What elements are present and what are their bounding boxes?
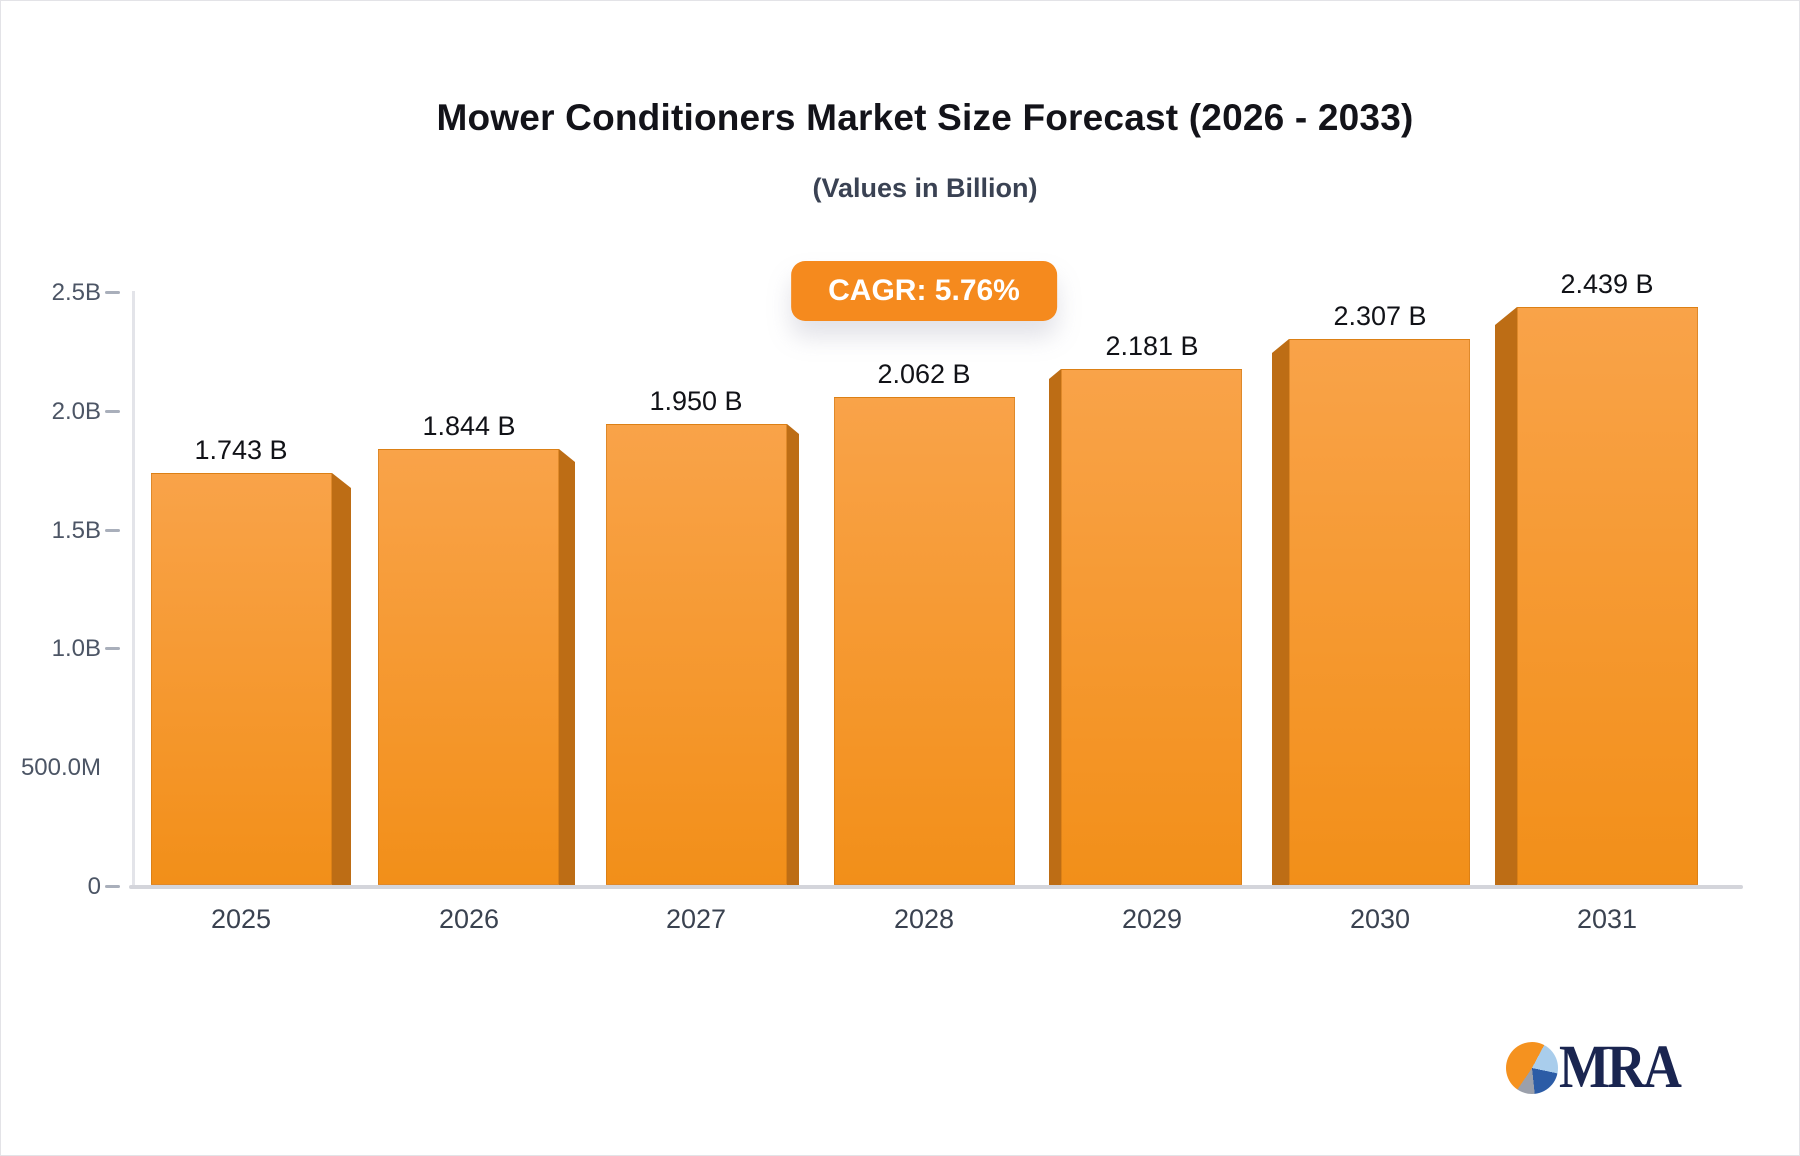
y-axis-tick-label: 1.5B: [51, 517, 101, 544]
y-axis-line: [132, 291, 135, 887]
chart-subtitle: (Values in Billion): [812, 173, 1038, 203]
bar-value-label: 1.743 B: [194, 435, 288, 465]
x-axis-label: 2025: [210, 904, 272, 934]
y-axis-tick-mark: [105, 529, 120, 532]
bar-2027: [606, 424, 787, 885]
pie-chart-logo-icon: [1506, 1042, 1558, 1094]
chart-title: Mower Conditioners Market Size Forecast …: [436, 97, 1414, 138]
logo-text: MRA: [1559, 1034, 1682, 1101]
y-axis-tick-label: 500.0M: [20, 754, 101, 781]
bar-side-3d: [1495, 307, 1517, 885]
y-axis-tick-label: 2.0B: [51, 398, 101, 425]
y-axis-tick-label: 2.5B: [51, 279, 101, 306]
y-axis-tick-mark: [105, 291, 120, 294]
y-axis-tick-mark: [105, 885, 120, 888]
bar-side-3d: [559, 449, 575, 885]
bar-side-3d: [332, 473, 351, 885]
bar-value-label: 2.062 B: [877, 359, 971, 389]
bar-value-label: 1.844 B: [422, 411, 516, 441]
bar-value-label: 2.439 B: [1560, 269, 1654, 299]
bar-2031: [1517, 307, 1698, 885]
bar-value-label: 2.181 B: [1105, 331, 1199, 361]
bar-2028: [834, 397, 1015, 885]
bar-2029: [1061, 369, 1242, 885]
x-axis-label: 2031: [1576, 904, 1638, 934]
x-axis-label: 2027: [665, 904, 727, 934]
bar-2026: [378, 449, 559, 885]
bar-side-3d: [1049, 369, 1061, 885]
bar-side-3d: [1272, 339, 1289, 885]
bar-2030: [1289, 339, 1470, 885]
x-axis-label: 2029: [1121, 904, 1183, 934]
bar-2025: [151, 473, 332, 885]
y-axis-tick-label: 1.0B: [51, 635, 101, 662]
x-axis-line: [129, 885, 1743, 889]
cagr-badge: CAGR: 5.76%: [791, 261, 1057, 321]
bar-side-3d: [787, 424, 799, 885]
x-axis-label: 2026: [438, 904, 500, 934]
y-axis-tick-mark: [105, 647, 120, 650]
mra-logo: MRA: [1506, 1034, 1696, 1101]
x-axis-label: 2028: [893, 904, 955, 934]
bar-value-label: 2.307 B: [1333, 301, 1427, 331]
y-axis-tick-label: 0: [87, 873, 101, 900]
bar-value-label: 1.950 B: [649, 386, 743, 416]
y-axis-tick-mark: [105, 410, 120, 413]
x-axis-label: 2030: [1349, 904, 1411, 934]
